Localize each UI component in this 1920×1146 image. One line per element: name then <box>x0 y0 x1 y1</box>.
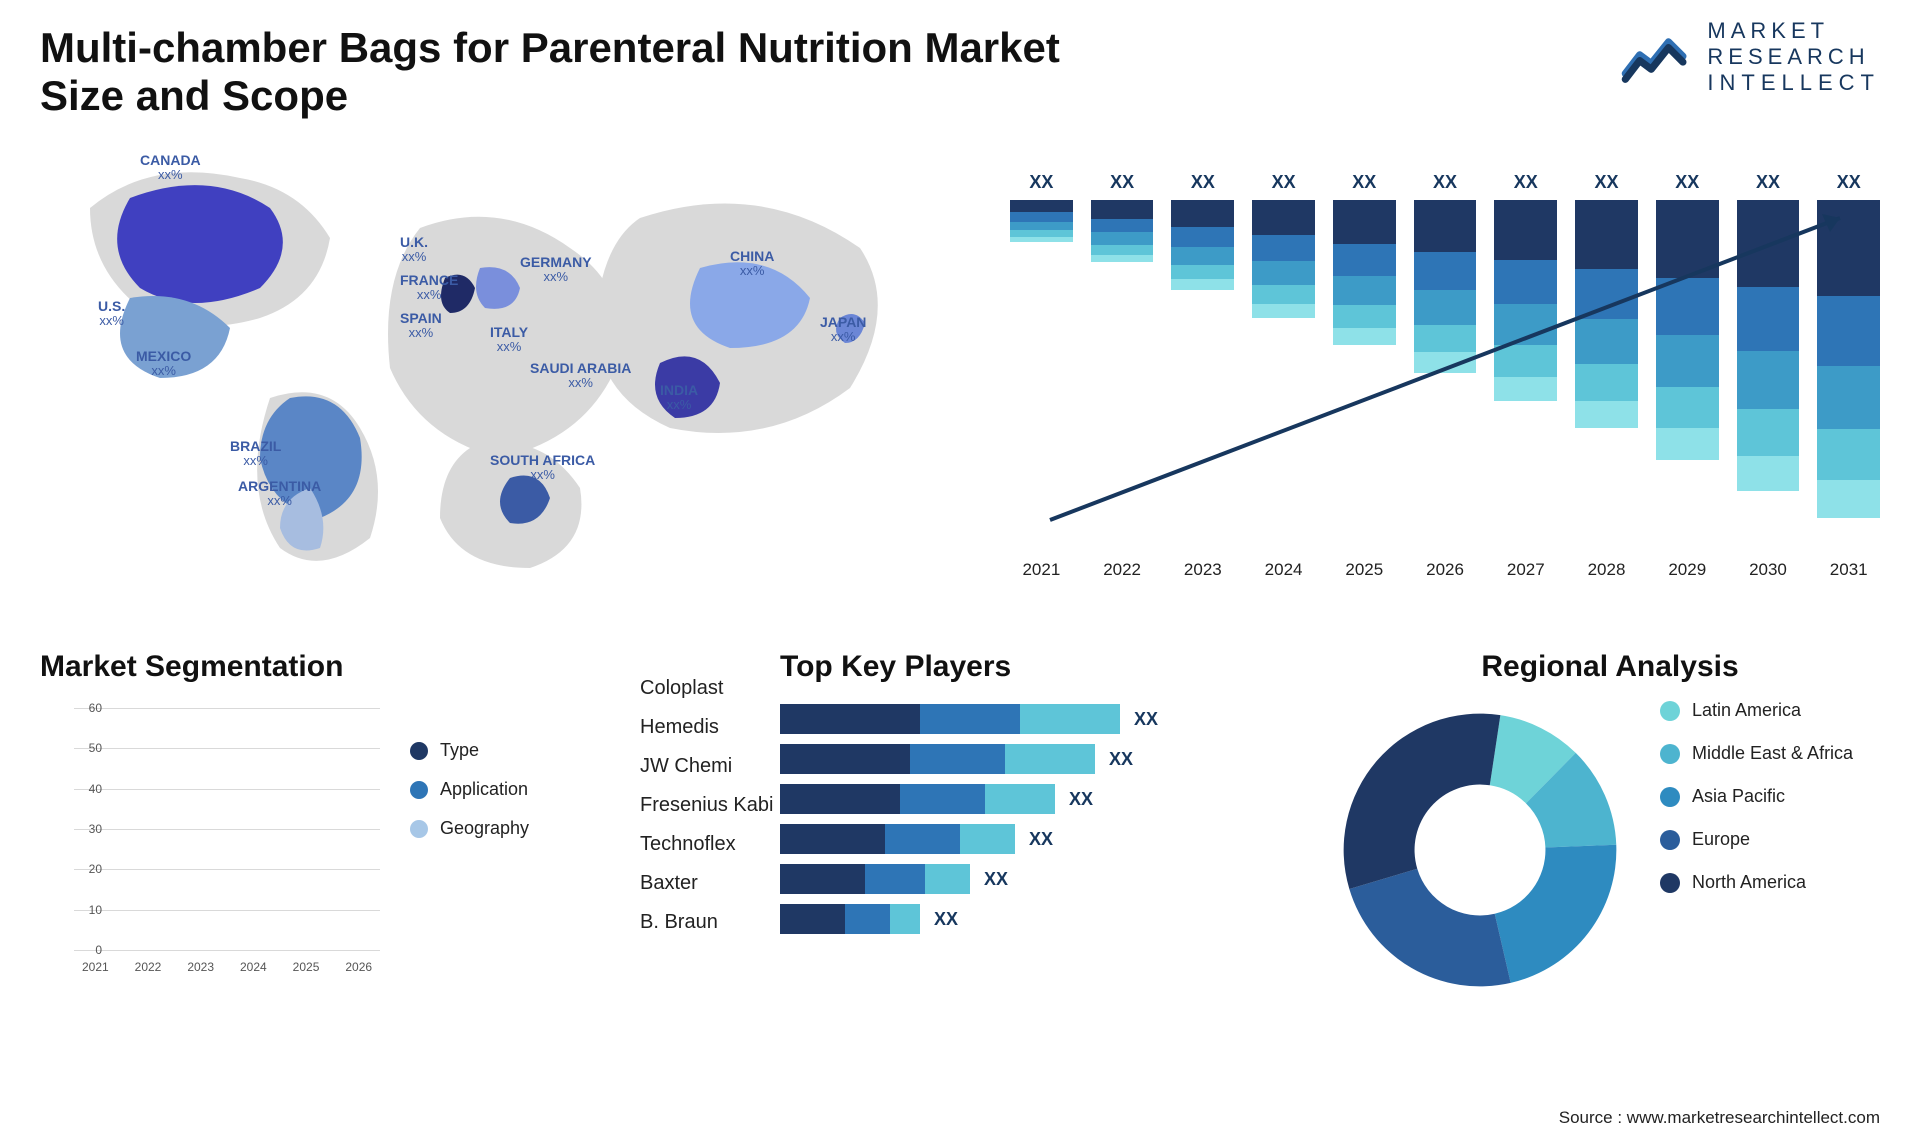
legend-item: Middle East & Africa <box>1660 743 1853 764</box>
bar-top-label: XX <box>1414 172 1477 193</box>
legend-item: Geography <box>410 818 529 839</box>
bar-top-label: XX <box>1171 172 1234 193</box>
map-label: ITALYxx% <box>490 324 528 355</box>
growth-bar: XX <box>1333 200 1396 546</box>
bar-top-label: XX <box>1010 172 1073 193</box>
year-label: 2027 <box>1494 560 1557 580</box>
world-map: CANADAxx% U.S.xx% MEXICOxx% BRAZILxx% ARGENT… <box>40 148 930 578</box>
seg-year-label: 2026 <box>337 960 380 974</box>
map-label: JAPANxx% <box>820 314 866 345</box>
bar-top-label: XX <box>1817 172 1880 193</box>
page-title: Multi-chamber Bags for Parenteral Nutrit… <box>40 24 1060 121</box>
map-label: SPAINxx% <box>400 310 442 341</box>
legend-item: Application <box>410 779 529 800</box>
player-bar-row: XX <box>780 744 1340 774</box>
donut-slice <box>1495 845 1617 983</box>
player-value: XX <box>934 909 958 930</box>
growth-bar: XX <box>1414 200 1477 546</box>
seg-year-label: 2022 <box>127 960 170 974</box>
year-label: 2031 <box>1817 560 1880 580</box>
logo-mark-icon <box>1621 27 1693 87</box>
year-label: 2030 <box>1737 560 1800 580</box>
seg-year-label: 2023 <box>179 960 222 974</box>
key-players-section: Top Key Players XXXXXXXXXXXX <box>780 650 1340 944</box>
player-bar-row: XX <box>780 784 1340 814</box>
year-label: 2022 <box>1091 560 1154 580</box>
year-label: 2024 <box>1252 560 1315 580</box>
player-bar-row: XX <box>780 864 1340 894</box>
legend-item: Europe <box>1660 829 1853 850</box>
bar-top-label: XX <box>1656 172 1719 193</box>
year-label: 2023 <box>1171 560 1234 580</box>
legend-item: Type <box>410 740 529 761</box>
logo-line1: MARKET <box>1707 18 1880 44</box>
map-label: SAUDI ARABIAxx% <box>530 360 631 391</box>
legend-item: North America <box>1660 872 1853 893</box>
growth-bar: XX <box>1575 200 1638 546</box>
map-label: ARGENTINAxx% <box>238 478 321 509</box>
map-label: INDIAxx% <box>660 382 698 413</box>
segmentation-chart: 0102030405060 202120222023202420252026 <box>40 704 380 974</box>
player-value: XX <box>1069 789 1093 810</box>
map-label: GERMANYxx% <box>520 254 592 285</box>
segmentation-section: Market Segmentation 0102030405060 202120… <box>40 650 600 980</box>
growth-bar: XX <box>1737 200 1800 546</box>
map-label: BRAZILxx% <box>230 438 281 469</box>
growth-bar: XX <box>1171 200 1234 546</box>
key-players-title: Top Key Players <box>780 650 1340 684</box>
legend-item: Asia Pacific <box>1660 786 1853 807</box>
map-label: U.K.xx% <box>400 234 428 265</box>
map-label: CHINAxx% <box>730 248 774 279</box>
logo-text: MARKET RESEARCH INTELLECT <box>1707 18 1880 96</box>
bar-top-label: XX <box>1494 172 1557 193</box>
growth-bar: XX <box>1010 200 1073 546</box>
seg-year-label: 2024 <box>232 960 275 974</box>
player-bar-row: XX <box>780 704 1340 734</box>
player-value: XX <box>1134 709 1158 730</box>
bar-top-label: XX <box>1252 172 1315 193</box>
bar-top-label: XX <box>1737 172 1800 193</box>
map-label: MEXICOxx% <box>136 348 191 379</box>
year-label: 2028 <box>1575 560 1638 580</box>
growth-bar: XX <box>1091 200 1154 546</box>
player-bar-row: XX <box>780 904 1340 934</box>
logo-line2: RESEARCH <box>1707 44 1880 70</box>
source-line: Source : www.marketresearchintellect.com <box>1559 1108 1880 1128</box>
growth-bar: XX <box>1817 200 1880 546</box>
player-value: XX <box>1029 829 1053 850</box>
map-label: CANADAxx% <box>140 152 201 183</box>
regional-section: Regional Analysis Latin America Middle Ea… <box>1330 650 1890 1000</box>
year-label: 2026 <box>1414 560 1477 580</box>
bar-top-label: XX <box>1091 172 1154 193</box>
seg-year-label: 2025 <box>285 960 328 974</box>
bar-top-label: XX <box>1575 172 1638 193</box>
player-value: XX <box>984 869 1008 890</box>
growth-bar: XX <box>1656 200 1719 546</box>
seg-year-label: 2021 <box>74 960 117 974</box>
map-label: FRANCExx% <box>400 272 458 303</box>
year-label: 2021 <box>1010 560 1073 580</box>
player-value: XX <box>1109 749 1133 770</box>
logo-line3: INTELLECT <box>1707 70 1880 96</box>
bar-top-label: XX <box>1333 172 1396 193</box>
player-bar-row: XX <box>780 824 1340 854</box>
map-label: SOUTH AFRICAxx% <box>490 452 595 483</box>
regional-title: Regional Analysis <box>1330 650 1890 684</box>
growth-bar: XX <box>1252 200 1315 546</box>
segmentation-legend: Type Application Geography <box>410 740 529 857</box>
brand-logo: MARKET RESEARCH INTELLECT <box>1621 18 1880 96</box>
growth-bar-chart: XXXXXXXXXXXXXXXXXXXXXX 20212022202320242… <box>1010 150 1880 580</box>
legend-item: Latin America <box>1660 700 1853 721</box>
year-label: 2029 <box>1656 560 1719 580</box>
segmentation-title: Market Segmentation <box>40 650 600 684</box>
key-players-chart: XXXXXXXXXXXX <box>780 704 1340 934</box>
donut-slice <box>1344 714 1501 889</box>
map-label: U.S.xx% <box>98 298 125 329</box>
year-label: 2025 <box>1333 560 1396 580</box>
growth-bar: XX <box>1494 200 1557 546</box>
regional-donut <box>1330 700 1630 1000</box>
donut-slice <box>1349 869 1510 987</box>
regional-legend: Latin America Middle East & Africa Asia Pa… <box>1660 700 1853 915</box>
